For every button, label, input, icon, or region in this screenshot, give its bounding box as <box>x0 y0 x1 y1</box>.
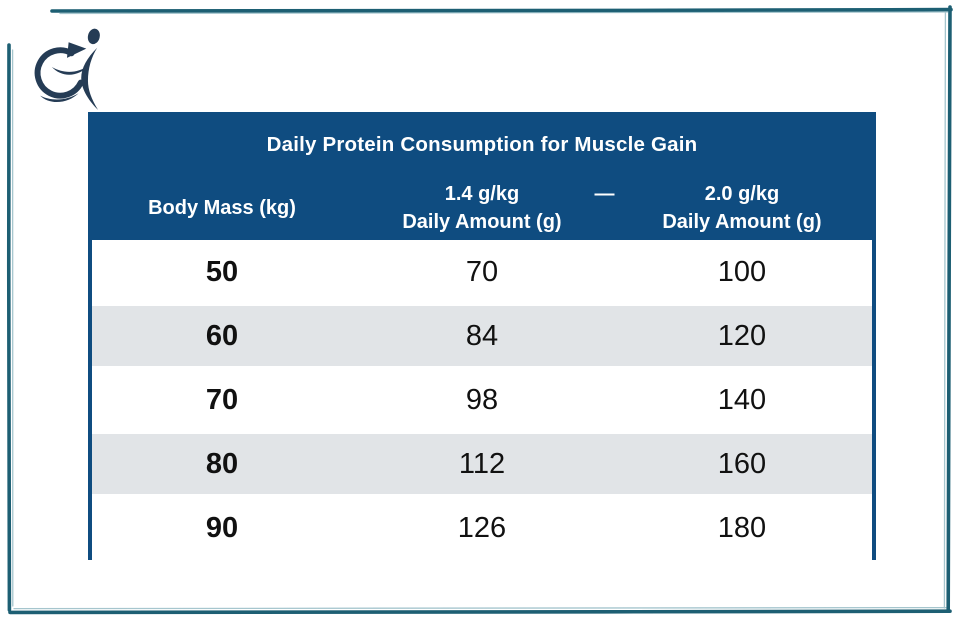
cell-amount-1-4: 126 <box>457 511 507 544</box>
column-header-1-4-gkg-line2: Daily Amount (g) <box>402 211 562 233</box>
table-row: 90 126 180 <box>92 496 872 560</box>
cell-amount-1-4: 112 <box>458 447 506 480</box>
cell-body-mass: 90 <box>205 511 239 544</box>
column-headers-row: Body Mass (kg) 1.4 g/kg Daily Amount (g)… <box>92 180 872 236</box>
cell-amount-1-4: 98 <box>465 383 499 416</box>
table-row: 80 112 160 <box>92 432 872 496</box>
cell-amount-1-4: 70 <box>465 255 499 288</box>
table-row: 50 70 100 <box>92 240 872 304</box>
cell-amount-2-0: 120 <box>717 319 767 352</box>
table-row: 60 84 120 <box>92 304 872 368</box>
column-header-body-mass: Body Mass (kg) <box>92 180 352 236</box>
running-figure-logo-icon <box>34 28 100 110</box>
table-row: 70 98 140 <box>92 368 872 432</box>
cell-body-mass: 70 <box>205 383 239 416</box>
column-header-2-0-gkg-line2: Daily Amount (g) <box>662 211 822 233</box>
cell-amount-1-4: 84 <box>465 319 499 352</box>
column-header-1-4-gkg: 1.4 g/kg Daily Amount (g) <box>352 180 612 236</box>
cell-body-mass: 50 <box>205 255 239 288</box>
cell-body-mass: 60 <box>205 319 239 352</box>
cell-amount-2-0: 160 <box>717 447 767 480</box>
protein-consumption-table: Daily Protein Consumption for Muscle Gai… <box>88 112 876 560</box>
cell-body-mass: 80 <box>205 447 239 480</box>
table-header: Daily Protein Consumption for Muscle Gai… <box>92 116 872 240</box>
column-header-body-mass-label: Body Mass (kg) <box>148 197 296 219</box>
cell-amount-2-0: 100 <box>717 255 767 288</box>
table-title: Daily Protein Consumption for Muscle Gai… <box>266 133 698 156</box>
cell-amount-2-0: 180 <box>717 511 767 544</box>
column-header-1-4-gkg-line1: 1.4 g/kg <box>444 183 520 205</box>
cell-amount-2-0: 140 <box>717 383 767 416</box>
column-header-2-0-gkg-line1: 2.0 g/kg <box>704 183 780 205</box>
column-header-2-0-gkg: 2.0 g/kg Daily Amount (g) <box>612 180 872 236</box>
header-dash-separator: — <box>594 183 615 205</box>
